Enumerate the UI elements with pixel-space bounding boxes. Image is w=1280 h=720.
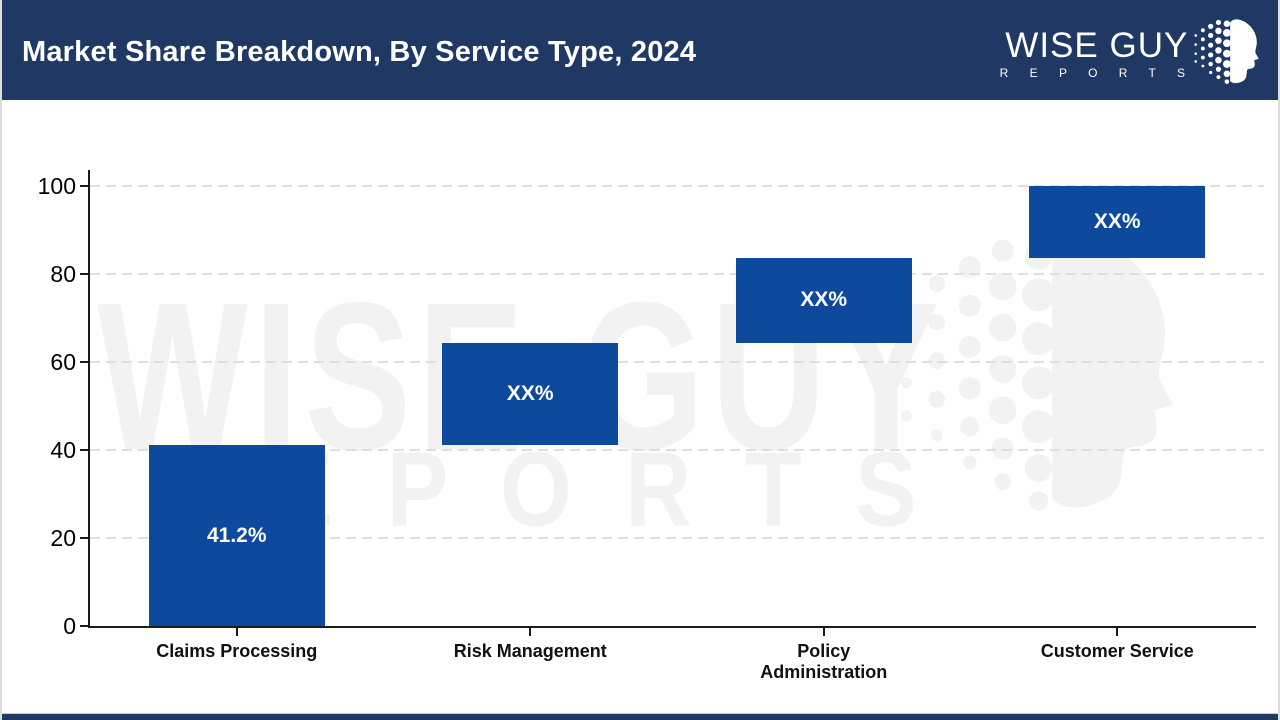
y-tick-mark [80,449,88,451]
x-tick-label: Policy Administration [760,641,888,682]
y-tick-mark [80,537,88,539]
gridline [90,449,1264,451]
x-tick-label: Customer Service [1040,641,1194,661]
y-tick-label: 40 [50,437,76,463]
x-tick-mark [529,628,532,636]
bar-segment: XX% [735,258,912,344]
x-tick-label: Risk Management [453,641,607,661]
bar-segment: XX% [442,343,619,445]
bar-segment: 41.2% [148,444,325,626]
y-tick-label: 60 [50,349,76,375]
x-tick-mark [235,628,238,636]
footer-bar [2,713,1278,720]
gridline [90,185,1264,187]
y-tick-mark [80,273,88,275]
y-tick-label: 20 [50,525,76,551]
y-tick-label: 0 [63,613,76,639]
bar-segment: XX% [1029,186,1206,259]
y-tick-label: 100 [37,173,76,199]
bar-value-label: XX% [800,288,848,312]
brand-name: WISE GUY [1005,26,1189,65]
header-bar: Market Share Breakdown, By Service Type,… [2,0,1278,100]
gridline [90,537,1264,539]
x-tick-mark [1116,628,1119,636]
y-tick-mark [80,361,88,363]
brand-logo: WISE GUY R E P O R T S [1000,6,1262,96]
brand-logo-text: WISE GUY R E P O R T S [999,26,1194,81]
bar-value-label: XX% [1093,210,1141,233]
bar-value-label: XX% [506,382,554,406]
watermark-dotted-head-icon [901,237,1174,511]
x-axis-spine [88,626,1256,628]
gridline [90,273,1264,275]
chart-area: WISE GUY R E P O R T S 0 20 40 60 80 100 41.2%… [2,100,1278,713]
bar-value-label: 41.2% [206,523,267,547]
page-title: Market Share Breakdown, By Service Type,… [22,36,697,68]
y-tick-mark [80,625,88,627]
dotted-head-icon [1194,19,1259,84]
y-tick-mark [80,185,88,187]
plot-area: 0 20 40 60 80 100 41.2% Claims Processing XX% Ris… [38,170,1264,682]
y-axis-spine [88,170,90,628]
y-tick-label: 80 [50,261,76,287]
brand-subtitle: R E P O R T S [999,66,1194,80]
gridline [90,361,1264,363]
x-tick-label: Claims Processing [156,641,318,661]
x-tick-mark [822,628,825,636]
